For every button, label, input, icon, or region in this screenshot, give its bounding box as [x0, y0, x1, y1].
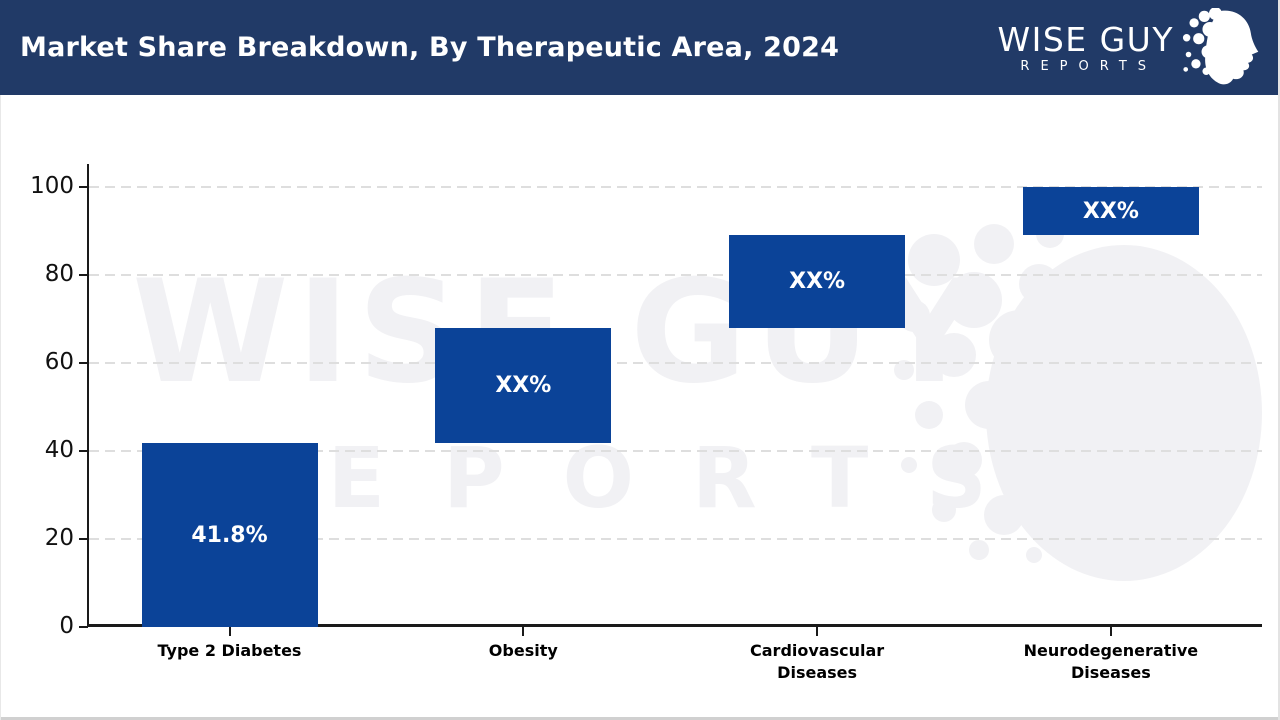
gridline-y-60 [89, 362, 1262, 364]
x-category-label: Cardiovascular Diseases [750, 641, 885, 682]
bar-segment: 41.8% [141, 443, 318, 627]
y-tick-100 [79, 186, 88, 188]
gridline-y-40 [89, 450, 1262, 452]
y-tick-label-80: 80 [44, 261, 74, 287]
x-category-label: Type 2 Diabetes [157, 641, 302, 660]
bar-value-label: 41.8% [191, 522, 268, 548]
y-tick-60 [79, 362, 88, 364]
wise-guy-logo: WISE GUY REPORTS [997, 7, 1280, 88]
page-right-border [1278, 0, 1280, 720]
gridline-y-100 [89, 186, 1262, 188]
y-tick-80 [79, 274, 88, 276]
y-tick-40 [79, 450, 88, 452]
y-axis-spine [87, 164, 89, 627]
logo-head-icon [1182, 7, 1259, 84]
bar-segment: XX% [729, 235, 906, 328]
y-tick-label-100: 100 [30, 173, 74, 199]
header-bar: Market Share Breakdown, By Therapeutic A… [0, 0, 1280, 95]
logo-text: WISE GUY REPORTS [997, 23, 1174, 73]
y-tick-label-60: 60 [44, 349, 74, 375]
x-tick-1 [522, 627, 525, 636]
x-tick-2 [816, 627, 819, 636]
y-tick-0 [79, 626, 88, 628]
watermark-head-graphic [894, 220, 1262, 581]
x-category-label: Obesity [488, 641, 558, 660]
gridline-y-20 [89, 538, 1262, 540]
x-category-label: Neurodegenerative Diseases [1023, 641, 1199, 682]
logo-subtitle: REPORTS [1020, 58, 1158, 74]
page-bottom-border [0, 717, 1280, 720]
bar-segment: XX% [435, 327, 612, 444]
x-tick-0 [228, 627, 231, 636]
logo-wordmark: WISE GUY [997, 19, 1174, 59]
y-tick-label-0: 0 [59, 613, 74, 639]
page-title: Market Share Breakdown, By Therapeutic A… [20, 32, 840, 63]
page-left-border [0, 95, 1, 720]
x-tick-3 [1109, 627, 1112, 636]
y-tick-label-40: 40 [44, 437, 74, 463]
y-tick-20 [79, 538, 88, 540]
bar-value-label: XX% [789, 269, 846, 295]
bar-segment: XX% [1022, 187, 1199, 236]
bar-value-label: XX% [1082, 198, 1139, 224]
x-axis-spine [87, 624, 1262, 627]
bar-value-label: XX% [495, 372, 552, 398]
y-tick-label-20: 20 [44, 525, 74, 551]
gridline-y-80 [89, 274, 1262, 276]
